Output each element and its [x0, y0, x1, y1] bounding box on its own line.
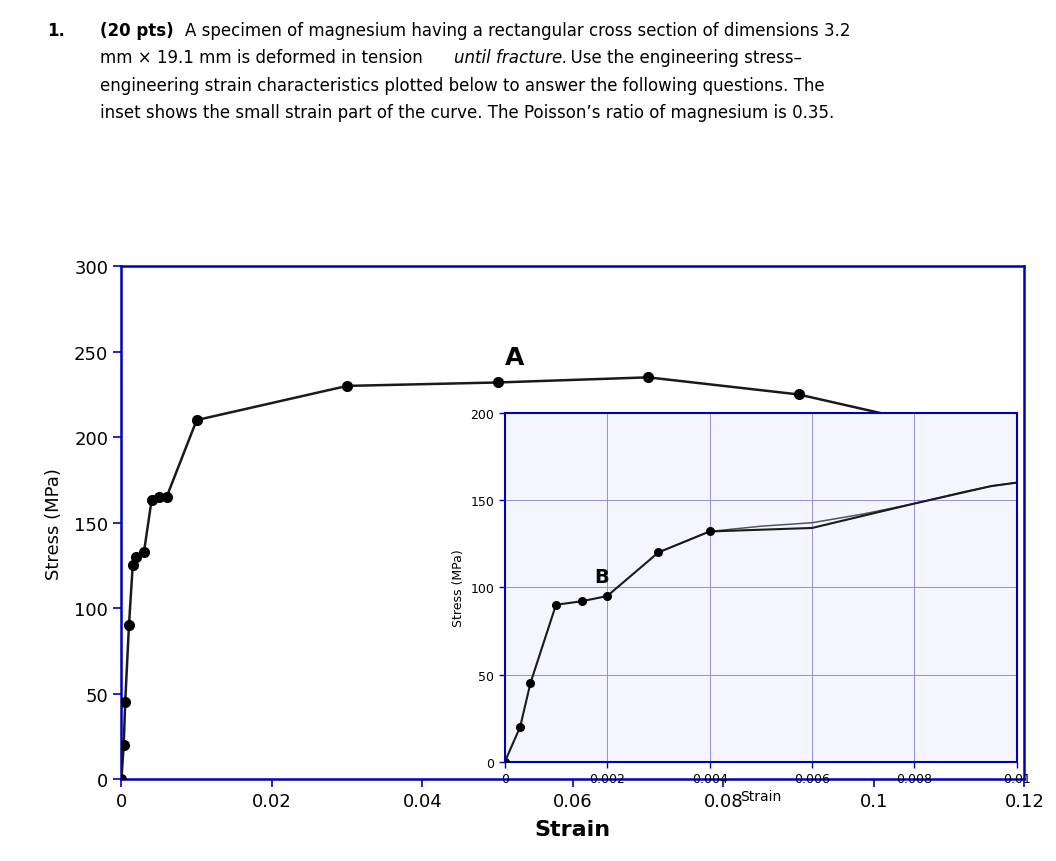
Text: 1.: 1.: [48, 22, 65, 40]
Text: B: B: [595, 567, 609, 586]
Text: (20 pts): (20 pts): [100, 22, 174, 40]
Text: A specimen of magnesium having a rectangular cross section of dimensions 3.2: A specimen of magnesium having a rectang…: [185, 22, 850, 40]
Text: engineering strain characteristics plotted below to answer the following questio: engineering strain characteristics plott…: [100, 77, 825, 95]
Text: inset shows the small strain part of the curve. The Poisson’s ratio of magnesium: inset shows the small strain part of the…: [100, 104, 834, 122]
Text: until fracture.: until fracture.: [454, 49, 567, 67]
X-axis label: Strain: Strain: [534, 819, 611, 839]
Y-axis label: Stress (MPa): Stress (MPa): [452, 548, 465, 627]
X-axis label: Strain: Strain: [740, 790, 781, 803]
Text: Use the engineering stress–: Use the engineering stress–: [560, 49, 802, 67]
Text: mm × 19.1 mm is deformed in tension: mm × 19.1 mm is deformed in tension: [100, 49, 429, 67]
Y-axis label: Stress (MPa): Stress (MPa): [45, 468, 63, 579]
Text: A: A: [505, 345, 525, 369]
